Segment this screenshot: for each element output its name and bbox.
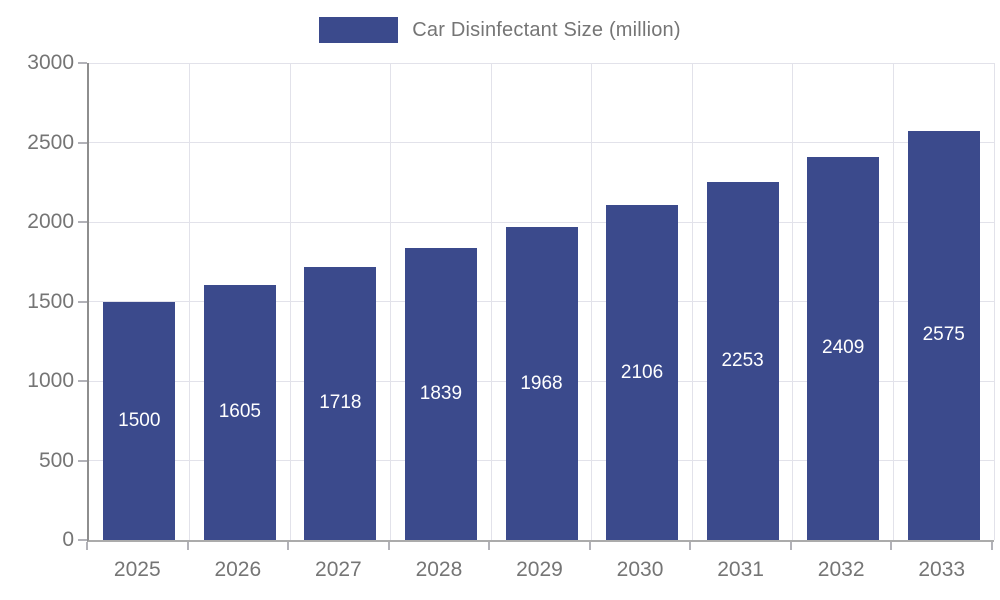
bar-value-label-2030: 2106 [620, 361, 664, 383]
bar-value-label-2029: 1968 [520, 372, 563, 394]
x-axis-tick-mark-6 [689, 542, 692, 550]
x-axis-tick-label-2028: 2028 [415, 558, 463, 581]
y-axis-tick-mark-1500 [78, 300, 87, 303]
x-axis-tick-label-2032: 2032 [817, 558, 865, 581]
legend-swatch [319, 17, 399, 43]
bar-value-label-2027: 1718 [319, 392, 362, 414]
bar-value-label-2026: 1605 [218, 401, 261, 423]
gridline-x-boundary-8 [892, 63, 894, 540]
bar-2033[interactable]: 2575 [907, 130, 980, 540]
bar-value-label-2033: 2575 [922, 324, 965, 346]
x-axis-tick-mark-0 [86, 542, 88, 550]
bar-value-label-2032: 2409 [822, 337, 865, 359]
gridline-y-2000 [89, 221, 994, 223]
bar-value-label-2028: 1839 [419, 382, 463, 404]
x-axis-tick-label-2027: 2027 [315, 558, 362, 581]
gridline-x-boundary-2 [289, 63, 291, 540]
x-axis-tick-mark-5 [588, 542, 591, 550]
x-axis-tick-label-2026: 2026 [214, 558, 262, 581]
x-axis-tick-mark-9 [991, 542, 993, 550]
y-axis-tick-label-0: 0 [62, 528, 74, 551]
gridline-x-boundary-4 [490, 63, 492, 540]
y-axis-tick-label-2000: 2000 [27, 210, 74, 233]
x-axis-tick-mark-4 [488, 542, 491, 550]
y-axis-tick-mark-2500 [78, 141, 87, 144]
bar-2030[interactable]: 2106 [606, 205, 679, 540]
x-axis-tick-mark-1 [186, 542, 189, 550]
legend-label: Car Disinfectant Size (million) [412, 18, 681, 41]
y-axis-tick-mark-0 [78, 539, 87, 541]
y-axis-tick-label-500: 500 [38, 448, 74, 472]
y-axis-tick-label-1500: 1500 [27, 289, 74, 313]
x-axis-tick-label-2025: 2025 [113, 558, 161, 581]
x-axis-tick-mark-8 [890, 542, 893, 550]
y-axis-tick-mark-3000 [78, 62, 87, 64]
bar-value-label-2025: 1500 [118, 409, 161, 431]
x-axis-tick-mark-3 [387, 542, 390, 550]
bar-2028[interactable]: 1839 [404, 247, 477, 540]
y-axis-tick-label-3000: 3000 [27, 51, 74, 74]
x-axis-tick-label-2033: 2033 [918, 558, 966, 581]
gridline-x-boundary-9 [993, 63, 995, 540]
x-axis-tick-label-2030: 2030 [616, 558, 664, 581]
gridline-x-boundary-1 [189, 63, 191, 540]
gridline-x-boundary-6 [691, 63, 693, 540]
x-axis-tick-mark-2 [287, 542, 290, 550]
y-axis-tick-label-2500: 2500 [27, 130, 74, 154]
gridline-x-boundary-5 [591, 63, 593, 540]
bar-2025[interactable]: 1500 [103, 301, 176, 540]
y-axis-tick-mark-500 [78, 459, 87, 462]
x-axis-tick-label-2029: 2029 [516, 558, 563, 581]
y-axis-tick-label-1000: 1000 [27, 369, 74, 392]
bar-2031[interactable]: 2253 [706, 181, 779, 540]
plot-area: 1500 1605 1718 1839 1968 2106 2253 2409 2575 [87, 62, 995, 542]
legend[interactable]: Car Disinfectant Size (million) [0, 17, 1000, 43]
gridline-x-boundary-3 [390, 63, 392, 540]
gridline-y-2500 [89, 142, 994, 143]
bar-2032[interactable]: 2409 [807, 156, 880, 540]
x-axis-tick-mark-7 [789, 542, 792, 550]
gridline-x-boundary-7 [792, 63, 794, 540]
bar-value-label-2031: 2253 [721, 349, 764, 371]
x-axis-tick-label-2031: 2031 [717, 558, 764, 581]
bar-2027[interactable]: 1718 [304, 266, 377, 540]
y-axis-tick-mark-2000 [78, 221, 87, 223]
bar-2029[interactable]: 1968 [505, 227, 578, 540]
gridline-y-3000 [89, 62, 994, 64]
y-axis-tick-mark-1000 [78, 380, 87, 382]
bar-2026[interactable]: 1605 [203, 284, 276, 540]
